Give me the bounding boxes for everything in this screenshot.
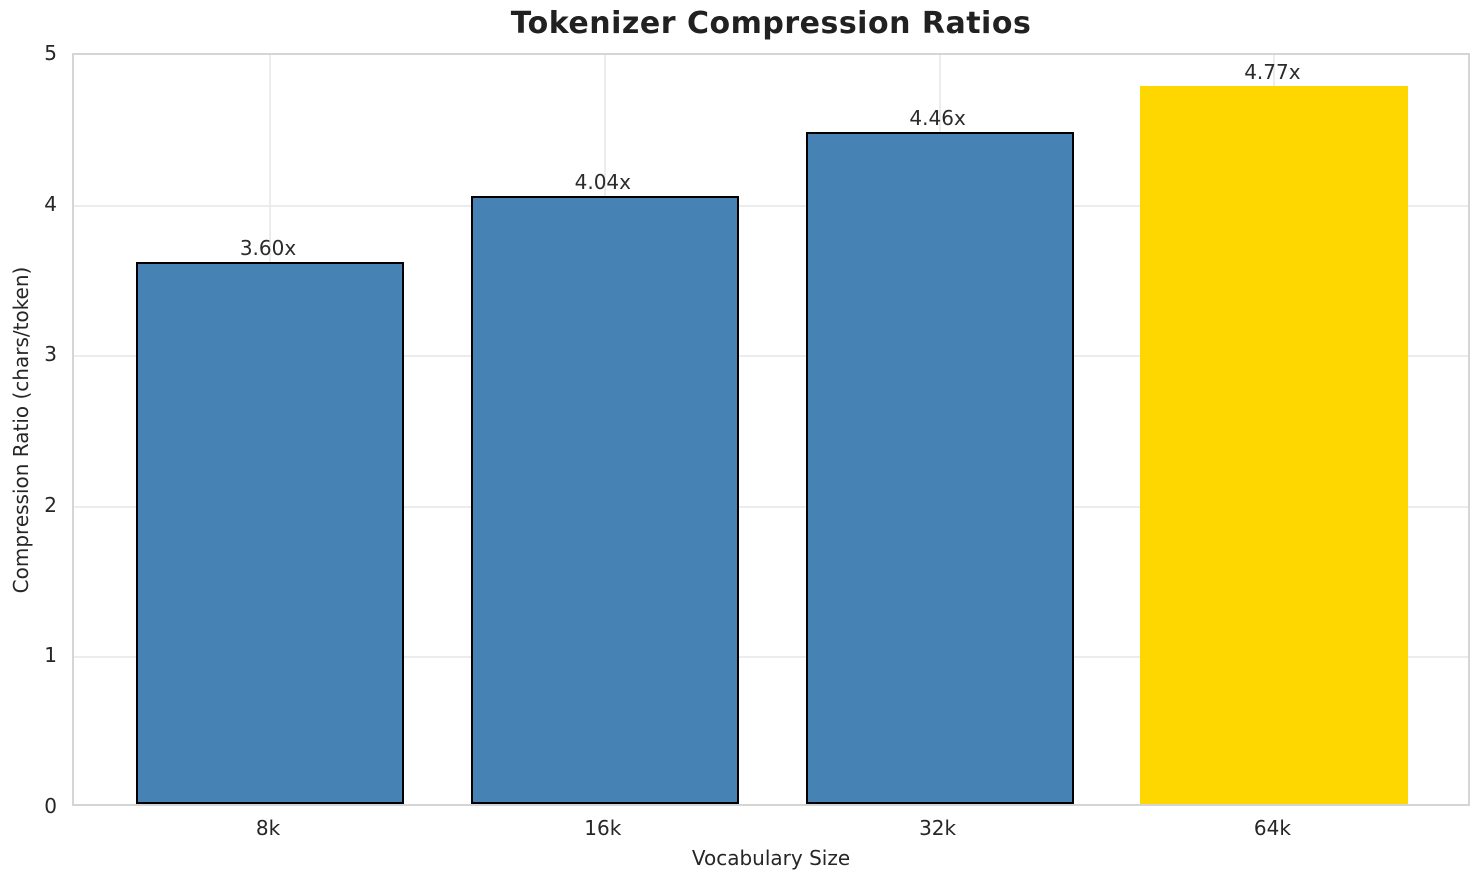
y-tick-label-5: 5 xyxy=(44,41,57,65)
value-label-8k: 3.60x xyxy=(239,235,297,260)
plot-area xyxy=(72,53,1470,806)
y-tick-label-4: 4 xyxy=(44,191,57,216)
x-tick-label-64k: 64k xyxy=(1253,816,1291,840)
x-tick-label-16k: 16k xyxy=(584,816,622,840)
bar-8k xyxy=(136,262,404,804)
h-gridline-1 xyxy=(74,656,1468,659)
h-gridline-4 xyxy=(74,204,1468,207)
value-label-32k: 4.46x xyxy=(909,106,966,131)
value-label-64k: 4.77x xyxy=(1244,59,1301,84)
h-gridline-3 xyxy=(74,355,1468,358)
y-tick-label-2: 2 xyxy=(44,492,57,517)
x-tick-label-8k: 8k xyxy=(255,816,281,840)
y-tick-label-3: 3 xyxy=(44,342,57,367)
x-axis-label: Vocabulary Size xyxy=(691,846,851,870)
value-label-16k: 4.04x xyxy=(574,169,631,194)
y-tick-label-1: 1 xyxy=(44,643,57,668)
x-tick-label-32k: 32k xyxy=(919,816,957,840)
y-axis-label: Compression Ratio (chars/token) xyxy=(9,266,33,594)
bar-16k xyxy=(470,196,739,804)
bar-32k xyxy=(805,132,1074,804)
chart-title: Tokenizer Compression Ratios xyxy=(510,6,1032,41)
h-gridline-2 xyxy=(74,505,1468,508)
bar-64k xyxy=(1140,86,1409,804)
y-tick-label-0: 0 xyxy=(44,794,57,818)
